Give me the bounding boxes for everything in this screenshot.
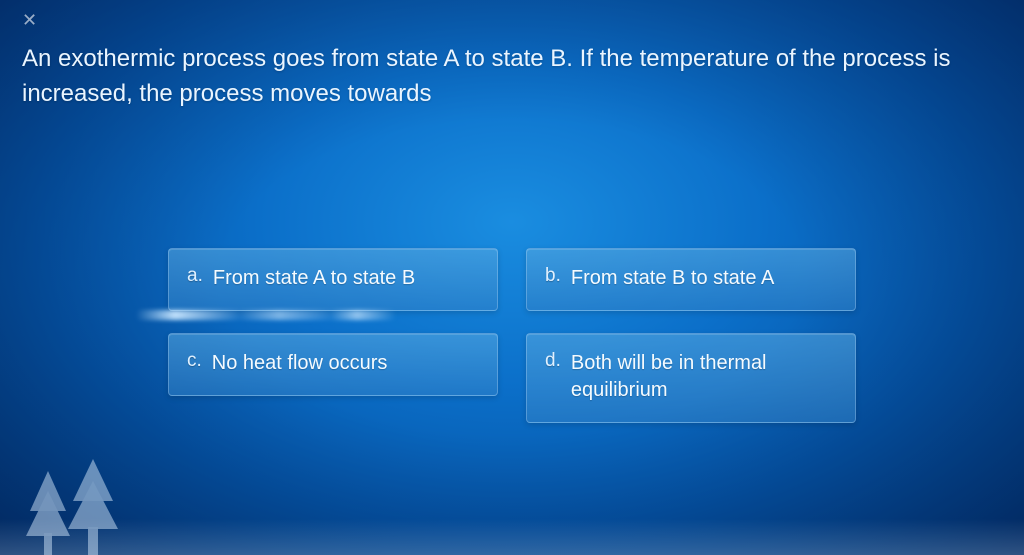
option-letter: b. [545,265,561,287]
option-text: From state A to state B [213,265,415,292]
tree-icon [18,451,138,555]
option-d[interactable]: d. Both will be in thermal equilibrium [526,333,856,423]
option-text: From state B to state A [571,265,774,292]
option-b[interactable]: b. From state B to state A [526,248,856,311]
option-text: Both will be in thermal equilibrium [571,350,837,404]
options-grid: a. From state A to state B b. From state… [168,248,856,423]
option-text: No heat flow occurs [212,350,388,377]
close-icon[interactable]: ✕ [22,10,37,31]
question-text: An exothermic process goes from state A … [22,42,994,112]
option-a[interactable]: a. From state A to state B [168,248,498,311]
option-letter: a. [187,265,203,287]
ground-gradient [0,519,1024,555]
option-c[interactable]: c. No heat flow occurs [168,333,498,396]
option-letter: d. [545,350,561,372]
option-letter: c. [187,350,202,372]
